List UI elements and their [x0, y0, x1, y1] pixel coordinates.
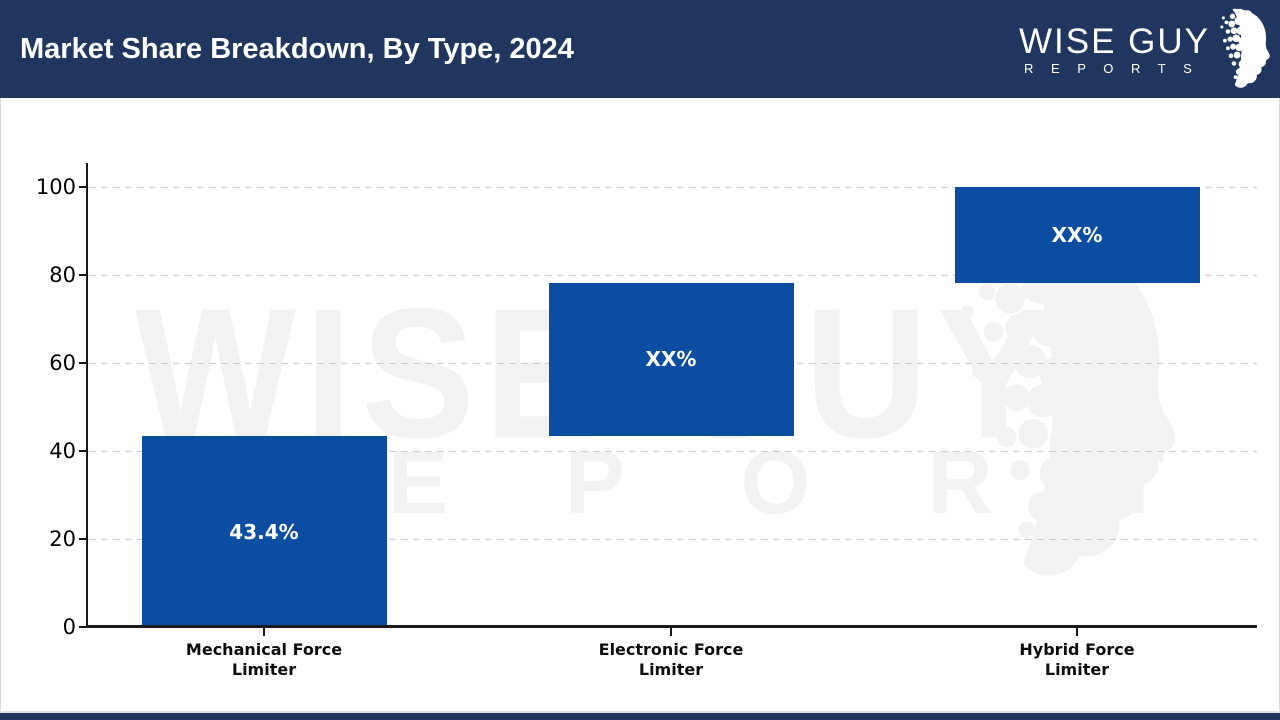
x-category-label-line: Hybrid Force	[1019, 640, 1135, 659]
y-grid-line	[89, 450, 1257, 452]
logo-wordmark: WISE GUY	[1018, 21, 1210, 61]
y-tick-mark	[79, 626, 87, 628]
y-tick-mark	[79, 538, 87, 540]
chart-title: Market Share Breakdown, By Type, 2024	[20, 33, 574, 65]
y-grid-line	[89, 538, 1257, 540]
x-tick-mark	[263, 628, 265, 636]
bar-value-label: XX%	[645, 347, 697, 372]
bar-value-label: 43.4%	[229, 519, 299, 544]
x-category-label: Electronic Force Limiter	[521, 640, 821, 680]
x-axis-line	[86, 625, 1257, 628]
x-category-label-line: Mechanical Force	[185, 640, 343, 659]
y-tick-mark	[79, 274, 87, 276]
logo-subtitle: R E P O R T S	[1023, 60, 1199, 76]
footer-bar	[0, 713, 1280, 720]
y-grid-line	[89, 186, 1257, 188]
bar	[141, 436, 387, 627]
x-category-label-line: Limiter	[638, 660, 704, 679]
bar	[954, 187, 1200, 283]
x-category-label-line: Electronic Force	[598, 640, 744, 659]
x-tick-mark	[1076, 628, 1078, 636]
header-bar: Market Share Breakdown, By Type, 2024 WI…	[0, 0, 1280, 98]
x-category-label: Hybrid Force Limiter	[927, 640, 1227, 680]
bar-value-label: XX%	[1051, 222, 1103, 247]
logo-text: WISE GUY R E P O R T S	[1018, 21, 1210, 76]
x-category-label-line: Limiter	[231, 660, 297, 679]
bar	[548, 282, 794, 437]
y-tick-label: 100	[35, 175, 76, 199]
y-axis-line	[86, 163, 88, 628]
y-tick-label: 80	[49, 263, 76, 287]
wiseguy-logo: WISE GUY R E P O R T S	[1019, 5, 1272, 93]
x-category-label: Mechanical Force Limiter	[114, 640, 414, 680]
y-tick-mark	[79, 186, 87, 188]
y-tick-label: 40	[49, 439, 76, 463]
y-tick-label: 20	[49, 527, 76, 551]
x-tick-mark	[670, 628, 672, 636]
y-grid-line	[89, 274, 1257, 276]
x-category-label-line: Limiter	[1044, 660, 1110, 679]
y-tick-label: 60	[49, 351, 76, 375]
y-tick-mark	[79, 362, 87, 364]
y-tick-mark	[79, 450, 87, 452]
wiseguy-head-icon	[1196, 7, 1272, 91]
y-tick-label: 0	[62, 615, 76, 639]
footer-divider	[0, 711, 1280, 713]
